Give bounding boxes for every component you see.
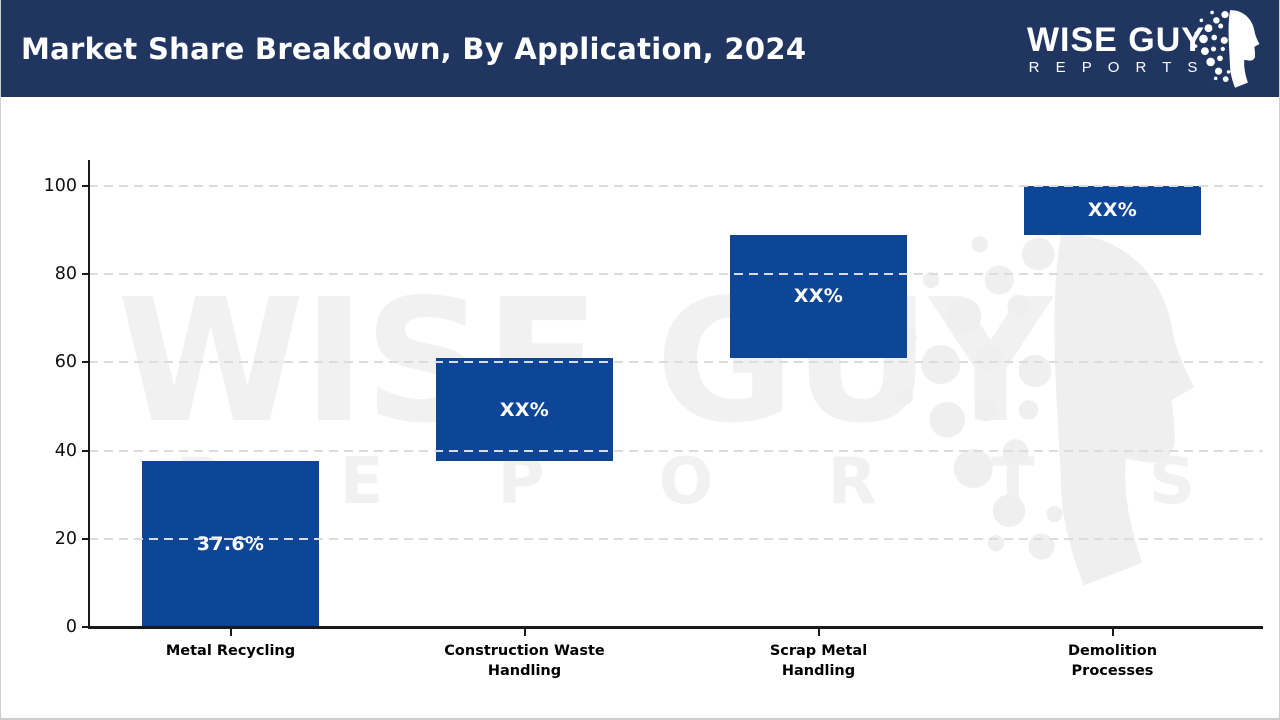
x-tick <box>523 629 526 636</box>
x-axis <box>88 626 1263 629</box>
brand-logo-text: WISE GUY R E P O R T S <box>1027 22 1205 77</box>
bar-value-label: 37.6% <box>196 533 265 556</box>
gridline <box>89 273 1263 276</box>
y-tick-label: 40 <box>54 440 77 461</box>
category-label-line: Processes <box>1071 663 1154 679</box>
x-tick <box>817 629 820 636</box>
bar-segment: 37.6% <box>142 461 319 627</box>
category-label-line: Demolition <box>1067 643 1158 659</box>
bar-value-label: XX% <box>1087 199 1138 222</box>
gridline <box>89 449 1263 452</box>
y-tick <box>82 185 89 187</box>
category-label: Metal Recycling <box>81 641 381 661</box>
y-tick <box>82 361 89 364</box>
y-tick <box>82 273 89 276</box>
bar-segment: XX% <box>1024 186 1201 235</box>
y-tick <box>82 626 89 628</box>
bar-value-label: XX% <box>499 398 550 421</box>
category-label-line: Handling <box>487 663 562 679</box>
y-tick-label: 0 <box>65 617 77 637</box>
gridline <box>89 185 1263 187</box>
header: Market Share Breakdown, By Application, … <box>1 0 1279 97</box>
gridline <box>89 361 1263 364</box>
bar-segment: XX% <box>436 357 613 462</box>
y-tick-label: 100 <box>43 176 77 196</box>
y-tick <box>82 537 89 540</box>
bar-value-label: XX% <box>793 285 844 308</box>
wise-guy-head-icon <box>1193 10 1260 88</box>
category-label-line: Construction Waste <box>444 643 605 659</box>
y-tick-label: 60 <box>54 352 77 373</box>
brand-name: WISE GUY <box>1026 20 1205 59</box>
category-label: Demolition Processes <box>963 641 1263 681</box>
category-label: Construction Waste Handling <box>375 641 675 681</box>
brand-logo: WISE GUY R E P O R T S <box>1027 4 1269 94</box>
y-tick-label: 20 <box>54 528 77 549</box>
page-title: Market Share Breakdown, By Application, … <box>21 31 807 66</box>
y-axis <box>88 160 90 628</box>
x-tick <box>1111 629 1114 636</box>
brand-tagline: R E P O R T S <box>1028 58 1204 76</box>
category-label-line: Handling <box>781 663 856 679</box>
x-tick <box>229 629 232 636</box>
category-label-line: Scrap Metal <box>769 643 868 659</box>
category-label-line: Metal Recycling <box>165 643 296 659</box>
y-tick-label: 80 <box>54 264 77 285</box>
watermark-head-icon <box>896 234 1195 586</box>
bar-segment: XX% <box>730 234 907 358</box>
y-tick <box>82 449 89 452</box>
gridline <box>89 537 1263 540</box>
category-label: Scrap Metal Handling <box>669 641 969 681</box>
